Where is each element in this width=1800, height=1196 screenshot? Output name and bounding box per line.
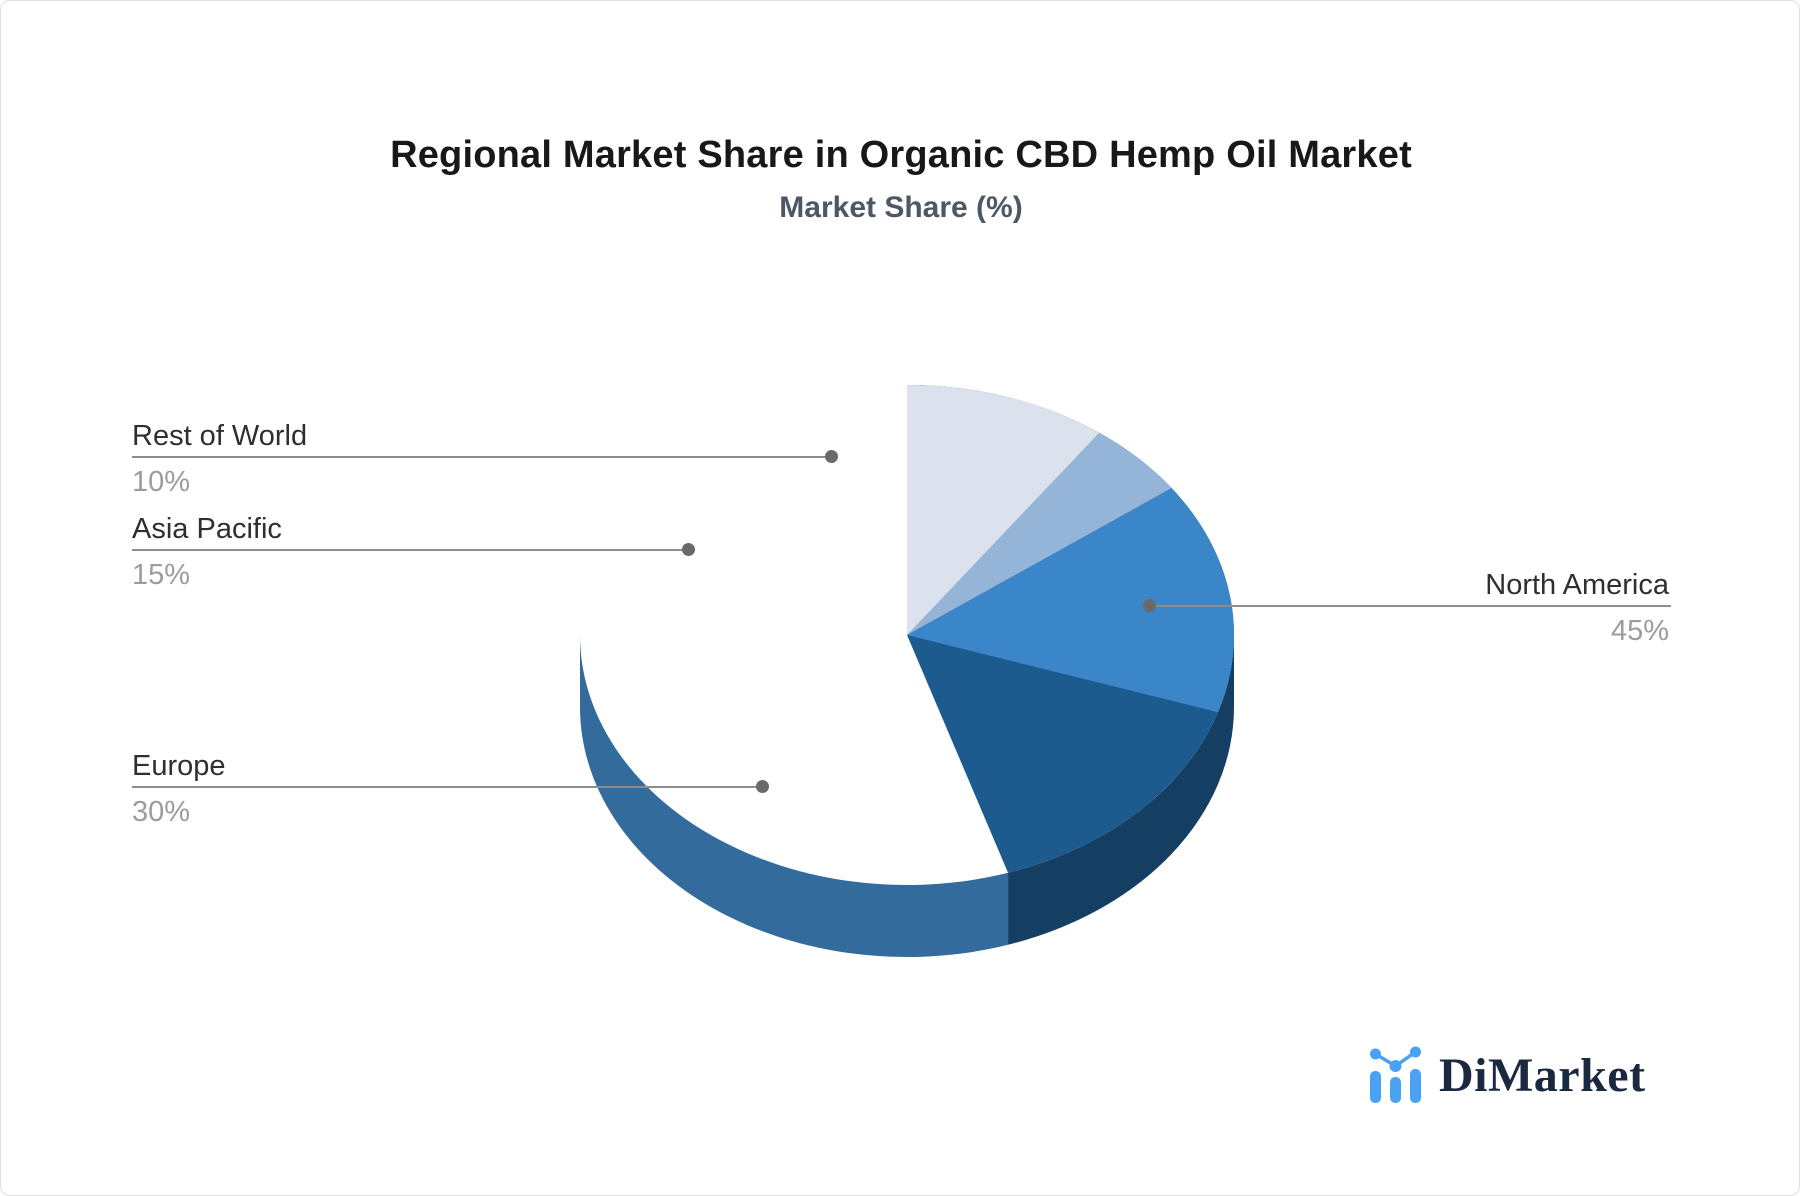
pie-rim-north-america	[1008, 635, 1234, 945]
leader-dot-rest-of-world	[824, 450, 838, 464]
leader-line-asia-pacific	[132, 548, 689, 551]
slice-value-asia-pacific: 15%	[132, 558, 191, 591]
slice-value-rest-of-world: 10%	[132, 465, 191, 498]
leader-dot-asia-pacific	[681, 543, 695, 557]
pie-rim-europe	[580, 635, 1009, 957]
leader-dot-north-america	[1142, 599, 1156, 613]
leader-line-rest-of-world	[132, 455, 832, 458]
slice-label-europe: Europe	[132, 749, 226, 782]
slice-value-europe: 30%	[132, 795, 191, 828]
slice-label-north-america: North America	[1485, 568, 1669, 601]
leader-line-north-america	[1149, 604, 1671, 607]
pie-slice-rest-of-world[interactable]	[907, 385, 1100, 635]
chart-subtitle: Market Share (%)	[779, 191, 1023, 224]
brand-logo: DiMarket	[1369, 1043, 1646, 1105]
brand-logo-text: DiMarket	[1439, 1049, 1646, 1102]
chart-title: Regional Market Share in Organic CBD Hem…	[390, 134, 1412, 176]
leader-dot-europe	[756, 780, 770, 794]
bar-chart-trendline-icon	[1370, 1046, 1421, 1103]
leader-line-europe	[132, 785, 763, 788]
slice-label-rest-of-world: Rest of World	[132, 419, 308, 452]
slice-label-asia-pacific: Asia Pacific	[132, 512, 282, 545]
slice-value-north-america: 45%	[1610, 614, 1669, 647]
